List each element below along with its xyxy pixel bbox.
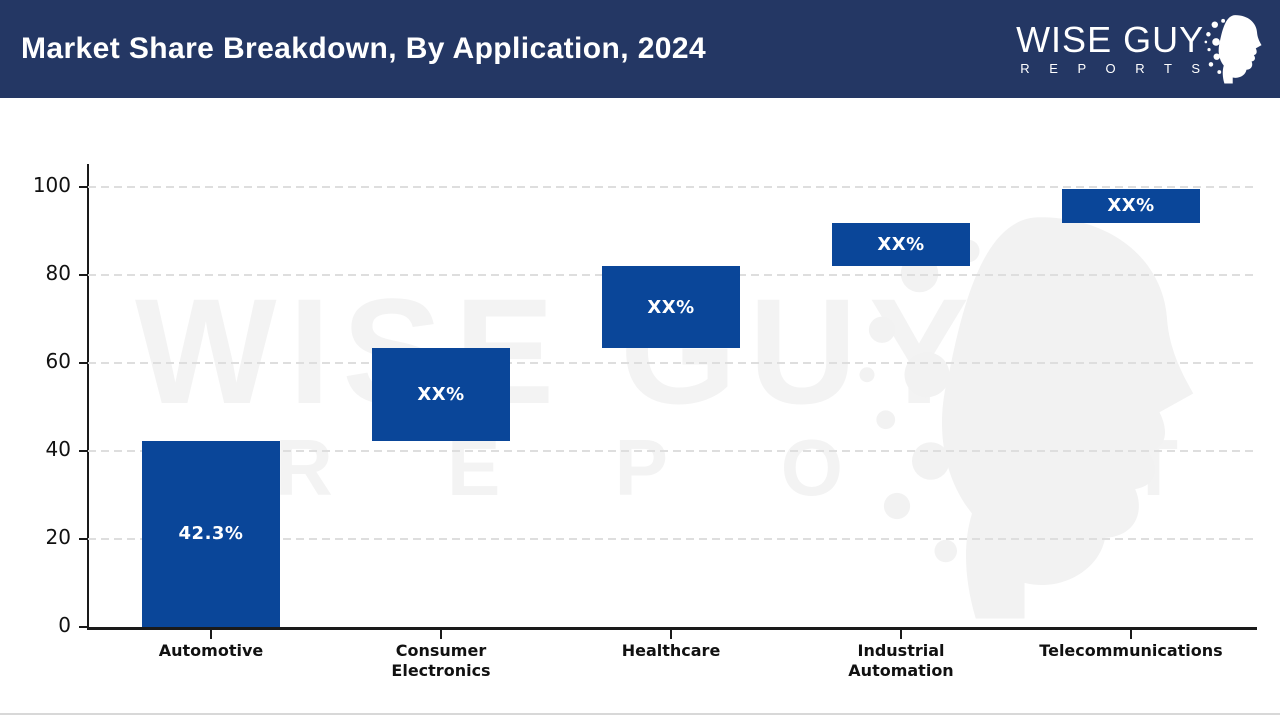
watermark-brand-text: WISE GUY [135, 267, 982, 435]
x-tick-label: Industrial Automation [848, 641, 954, 680]
bottom-border-line [0, 713, 1280, 715]
x-tick-label: Telecommunications [1039, 641, 1223, 660]
gridline [88, 186, 1257, 188]
bar: XX% [372, 348, 510, 441]
bar-value-label: XX% [417, 383, 465, 405]
y-tick-label: 0 [58, 613, 71, 637]
y-tick-label: 80 [45, 261, 71, 285]
report-header: Market Share Breakdown, By Application, … [0, 0, 1280, 98]
brand-logo: WISE GUY R E P O R T S [1012, 13, 1280, 85]
brand-logo-text: WISE GUY R E P O R T S [1012, 19, 1208, 77]
y-axis-tick [79, 186, 88, 188]
x-axis-tick [440, 630, 442, 639]
y-axis-tick [79, 626, 88, 628]
bar: 42.3% [142, 440, 280, 627]
gridline [88, 362, 1257, 364]
bar-value-label: 42.3% [178, 523, 244, 545]
y-tick-label: 60 [45, 349, 71, 373]
y-tick-label: 20 [45, 525, 71, 549]
brand-name: WISE GUY [1016, 19, 1205, 60]
x-axis-tick [1130, 630, 1132, 639]
y-axis-tick [79, 274, 88, 276]
y-axis-tick [79, 538, 88, 540]
page-title: Market Share Breakdown, By Application, … [21, 32, 707, 65]
y-axis-tick [79, 450, 88, 452]
x-tick-label: Automotive [158, 641, 264, 660]
bar-value-label: XX% [647, 296, 695, 318]
x-axis-tick [670, 630, 672, 639]
gridline [88, 538, 1257, 540]
y-axis-line [87, 164, 89, 630]
bar: XX% [832, 223, 970, 267]
bar-value-label: XX% [1107, 195, 1155, 217]
bar-value-label: XX% [877, 234, 925, 256]
x-axis-tick [900, 630, 902, 639]
y-axis-tick [79, 362, 88, 364]
y-tick-label: 40 [45, 437, 71, 461]
x-tick-label: Consumer Electronics [391, 641, 491, 680]
bar: XX% [1062, 188, 1200, 224]
x-axis-line [87, 627, 1257, 630]
x-axis-tick [210, 630, 212, 639]
gridline [88, 450, 1257, 452]
bar: XX% [602, 266, 740, 349]
x-tick-label: Healthcare [621, 641, 721, 660]
brand-subtitle: R E P O R T S [1020, 61, 1208, 76]
y-tick-label: 100 [32, 173, 71, 197]
